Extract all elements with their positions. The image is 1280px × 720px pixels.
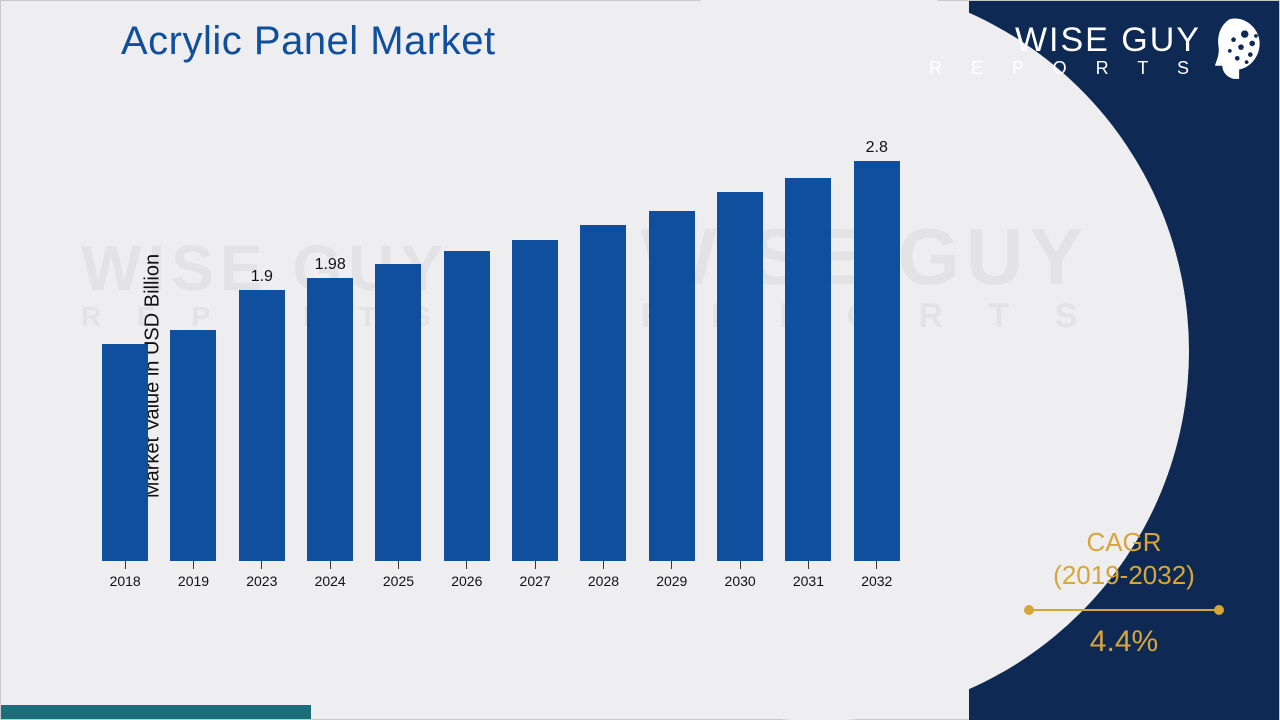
bar-wrap: 1.9: [239, 290, 285, 561]
brand-logo-text: WISE GUY R E P O R T S: [929, 21, 1201, 79]
bar-wrap: [717, 192, 763, 561]
bar: [785, 178, 831, 561]
bar-slot: [569, 225, 637, 561]
bar-slot: [364, 264, 432, 561]
bottom-accent-strip: [1, 705, 311, 719]
x-tick: 2026: [433, 561, 501, 591]
bar: [717, 192, 763, 561]
bar: [307, 278, 353, 561]
bar-wrap: [444, 251, 490, 561]
brand-line2: R E P O R T S: [929, 58, 1201, 79]
brand-head-icon: [1213, 15, 1269, 83]
bar-value-label: 2.8: [866, 139, 888, 157]
bar-wrap: [580, 225, 626, 561]
bar-wrap: [102, 344, 148, 561]
x-tick: 2025: [364, 561, 432, 591]
bar-wrap: 2.8: [854, 161, 900, 561]
cagr-range: (2019-2032): [1009, 560, 1239, 591]
bar-value-label: 1.98: [315, 256, 346, 274]
bar-slot: 1.9: [228, 290, 296, 561]
x-tick: 2019: [159, 561, 227, 591]
x-tick: 2018: [91, 561, 159, 591]
bar: [375, 264, 421, 561]
bar-wrap: [170, 330, 216, 561]
x-tick: 2023: [228, 561, 296, 591]
bar: [102, 344, 148, 561]
x-tick: 2024: [296, 561, 364, 591]
x-tick: 2031: [774, 561, 842, 591]
x-tick: 2029: [638, 561, 706, 591]
infographic-stage: WISE GUY R E P O R T S WISE GUY R E P O …: [0, 0, 1280, 720]
x-tick: 2028: [569, 561, 637, 591]
x-axis: 2018201920232024202520262027202820292030…: [91, 561, 911, 591]
cagr-block: CAGR (2019-2032) 4.4%: [1009, 527, 1239, 659]
bar-slot: [91, 344, 159, 561]
cagr-divider: [1029, 609, 1219, 611]
page-title: Acrylic Panel Market: [121, 19, 496, 64]
cagr-label: CAGR: [1009, 527, 1239, 558]
bar: [512, 240, 558, 561]
bar-wrap: [785, 178, 831, 561]
bar-wrap: [512, 240, 558, 561]
plot-area: 1.9 1.98 2.8: [91, 161, 911, 561]
bar-slot: [159, 330, 227, 561]
bar: [444, 251, 490, 561]
bar-slot: [774, 178, 842, 561]
bar: [649, 211, 695, 561]
bar-slot: [638, 211, 706, 561]
bar: [239, 290, 285, 561]
x-tick: 2032: [843, 561, 911, 591]
cagr-value: 4.4%: [1009, 625, 1239, 659]
x-tick: 2027: [501, 561, 569, 591]
bar-wrap: [649, 211, 695, 561]
brand-line1: WISE GUY: [929, 21, 1201, 60]
bars-container: 1.9 1.98 2.8: [91, 161, 911, 561]
bar: [854, 161, 900, 561]
bar-wrap: [375, 264, 421, 561]
bar-chart: Market Value in USD Billion 1.91.982.8 2…: [61, 161, 911, 591]
bar-value-label: 1.9: [251, 268, 273, 286]
x-tick: 2030: [706, 561, 774, 591]
bar-slot: 1.98: [296, 278, 364, 561]
bar-slot: [433, 251, 501, 561]
bar: [170, 330, 216, 561]
bar-wrap: 1.98: [307, 278, 353, 561]
bar-slot: 2.8: [843, 161, 911, 561]
bar-slot: [706, 192, 774, 561]
bar: [580, 225, 626, 561]
bar-slot: [501, 240, 569, 561]
